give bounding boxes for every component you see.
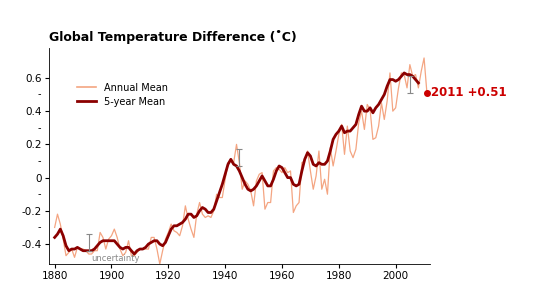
Text: -: - [38, 189, 41, 199]
Text: -: - [38, 123, 41, 133]
Text: 2011 +0.51: 2011 +0.51 [431, 86, 507, 99]
Text: -: - [38, 89, 41, 100]
Text: Global Temperature Difference (˚C): Global Temperature Difference (˚C) [49, 30, 296, 44]
Text: -: - [38, 222, 41, 233]
Text: uncertainty: uncertainty [91, 254, 140, 263]
Legend: Annual Mean, 5-year Mean: Annual Mean, 5-year Mean [73, 79, 172, 110]
Text: -: - [38, 156, 41, 166]
